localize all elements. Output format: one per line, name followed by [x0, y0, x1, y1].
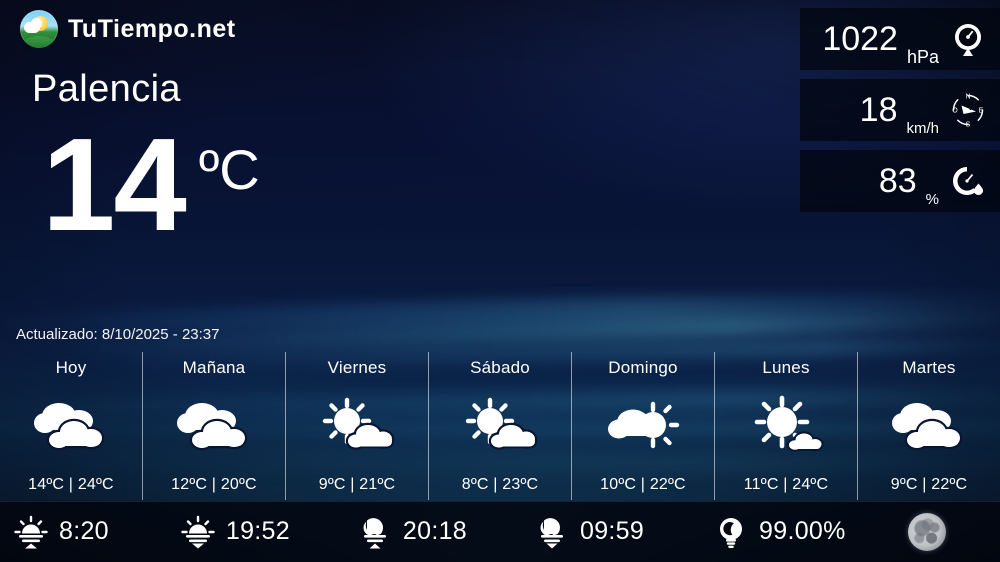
forecast-day-label: Viernes: [327, 358, 387, 377]
svg-text:O: O: [952, 107, 958, 114]
forecast-day-label: Domingo: [608, 358, 678, 377]
cloudy-icon: [143, 378, 285, 476]
forecast-day-manana[interactable]: Mañana: [143, 352, 286, 500]
sunset-icon: [181, 515, 215, 549]
forecast-temps: 11ºC | 24ºC: [743, 476, 829, 493]
moonset-item: 09:59: [535, 515, 644, 549]
wind-unit: km/h: [906, 120, 939, 137]
forecast-temps: 9ºC | 21ºC: [318, 476, 396, 493]
pressure-unit: hPa: [906, 47, 939, 67]
moonrise-icon: [358, 515, 392, 549]
metric-panels: 1022 hPa 18 km/h: [800, 8, 1000, 212]
sunny-small-cloud-icon: [715, 378, 857, 476]
sunset-item: 19:52: [181, 515, 290, 549]
full-moon-photo-icon: [907, 512, 946, 551]
sunrise-icon: [14, 515, 48, 549]
pressure-value: 1022: [822, 20, 898, 58]
temperature-unit: ºC: [198, 138, 260, 201]
forecast-day-hoy[interactable]: Hoy: [0, 352, 143, 500]
moonset-icon: [535, 515, 569, 549]
forecast-temps: 10ºC | 22ºC: [600, 476, 686, 493]
brand-logo[interactable]: TuTiempo.net: [20, 10, 236, 48]
forecast-day-label: Hoy: [55, 358, 87, 377]
svg-text:E: E: [979, 107, 984, 114]
pressure-panel: 1022 hPa: [800, 8, 1000, 70]
cloudy-icon: [0, 378, 142, 476]
city-name: Palencia: [32, 68, 181, 110]
forecast-temps: 12ºC | 20ºC: [171, 476, 257, 493]
sun-cloud-icon: [286, 378, 428, 476]
humidity-value: 83: [878, 162, 917, 200]
forecast-day-viernes[interactable]: Viernes: [286, 352, 429, 500]
moonrise-item: 20:18: [358, 515, 467, 549]
forecast-day-martes[interactable]: Martes: [858, 352, 1000, 500]
updated-timestamp: Actualizado: 8/10/2025 - 23:37: [16, 326, 220, 343]
cloudy-icon: [858, 378, 1000, 476]
forecast-day-sabado[interactable]: Sábado: [429, 352, 572, 500]
astro-bar: 8:20 19:52: [0, 501, 1000, 562]
sunrise-item: 8:20: [14, 515, 109, 549]
forecast-day-label: Mañana: [182, 358, 246, 377]
sun-cloud-landscape-logo-icon: [20, 10, 58, 48]
forecast-temps: 9ºC | 22ºC: [890, 476, 968, 493]
barometer-icon: [948, 19, 988, 59]
forecast-day-label: Sábado: [470, 358, 530, 377]
current-temperature: 14 ºC: [42, 111, 260, 258]
svg-text:N: N: [965, 94, 970, 101]
compass-icon: N E S O: [948, 90, 988, 130]
forecast-day-domingo[interactable]: Domingo: [572, 352, 715, 500]
cloud-sun-back-icon: [572, 378, 714, 476]
moon-illumination-value: 99.00%: [759, 517, 846, 545]
wind-value: 18: [859, 91, 898, 129]
moonrise-time: 20:18: [402, 517, 467, 545]
forecast-day-label: Martes: [902, 358, 956, 377]
wind-panel: 18 km/h N E S O: [800, 79, 1000, 141]
forecast-strip: Hoy: [0, 352, 1000, 500]
hygrometer-droplet-icon: [948, 161, 988, 201]
svg-text:S: S: [966, 121, 971, 128]
temperature-value: 14: [42, 111, 187, 258]
moonset-time: 09:59: [579, 517, 645, 545]
forecast-day-label: Lunes: [762, 358, 810, 377]
forecast-temps: 8ºC | 23ºC: [461, 476, 539, 493]
humidity-panel: 83 %: [800, 150, 1000, 212]
moon-lamp-icon: [714, 515, 748, 549]
sunset-time: 19:52: [225, 517, 290, 545]
humidity-unit: %: [925, 191, 939, 208]
sun-cloud-icon: [429, 378, 571, 476]
forecast-temps: 14ºC | 24ºC: [28, 476, 114, 493]
moon-illumination-item: 99.00%: [714, 515, 846, 549]
forecast-day-lunes[interactable]: Lunes: [715, 352, 858, 500]
sunrise-time: 8:20: [59, 517, 109, 545]
brand-name: TuTiempo.net: [68, 14, 236, 43]
